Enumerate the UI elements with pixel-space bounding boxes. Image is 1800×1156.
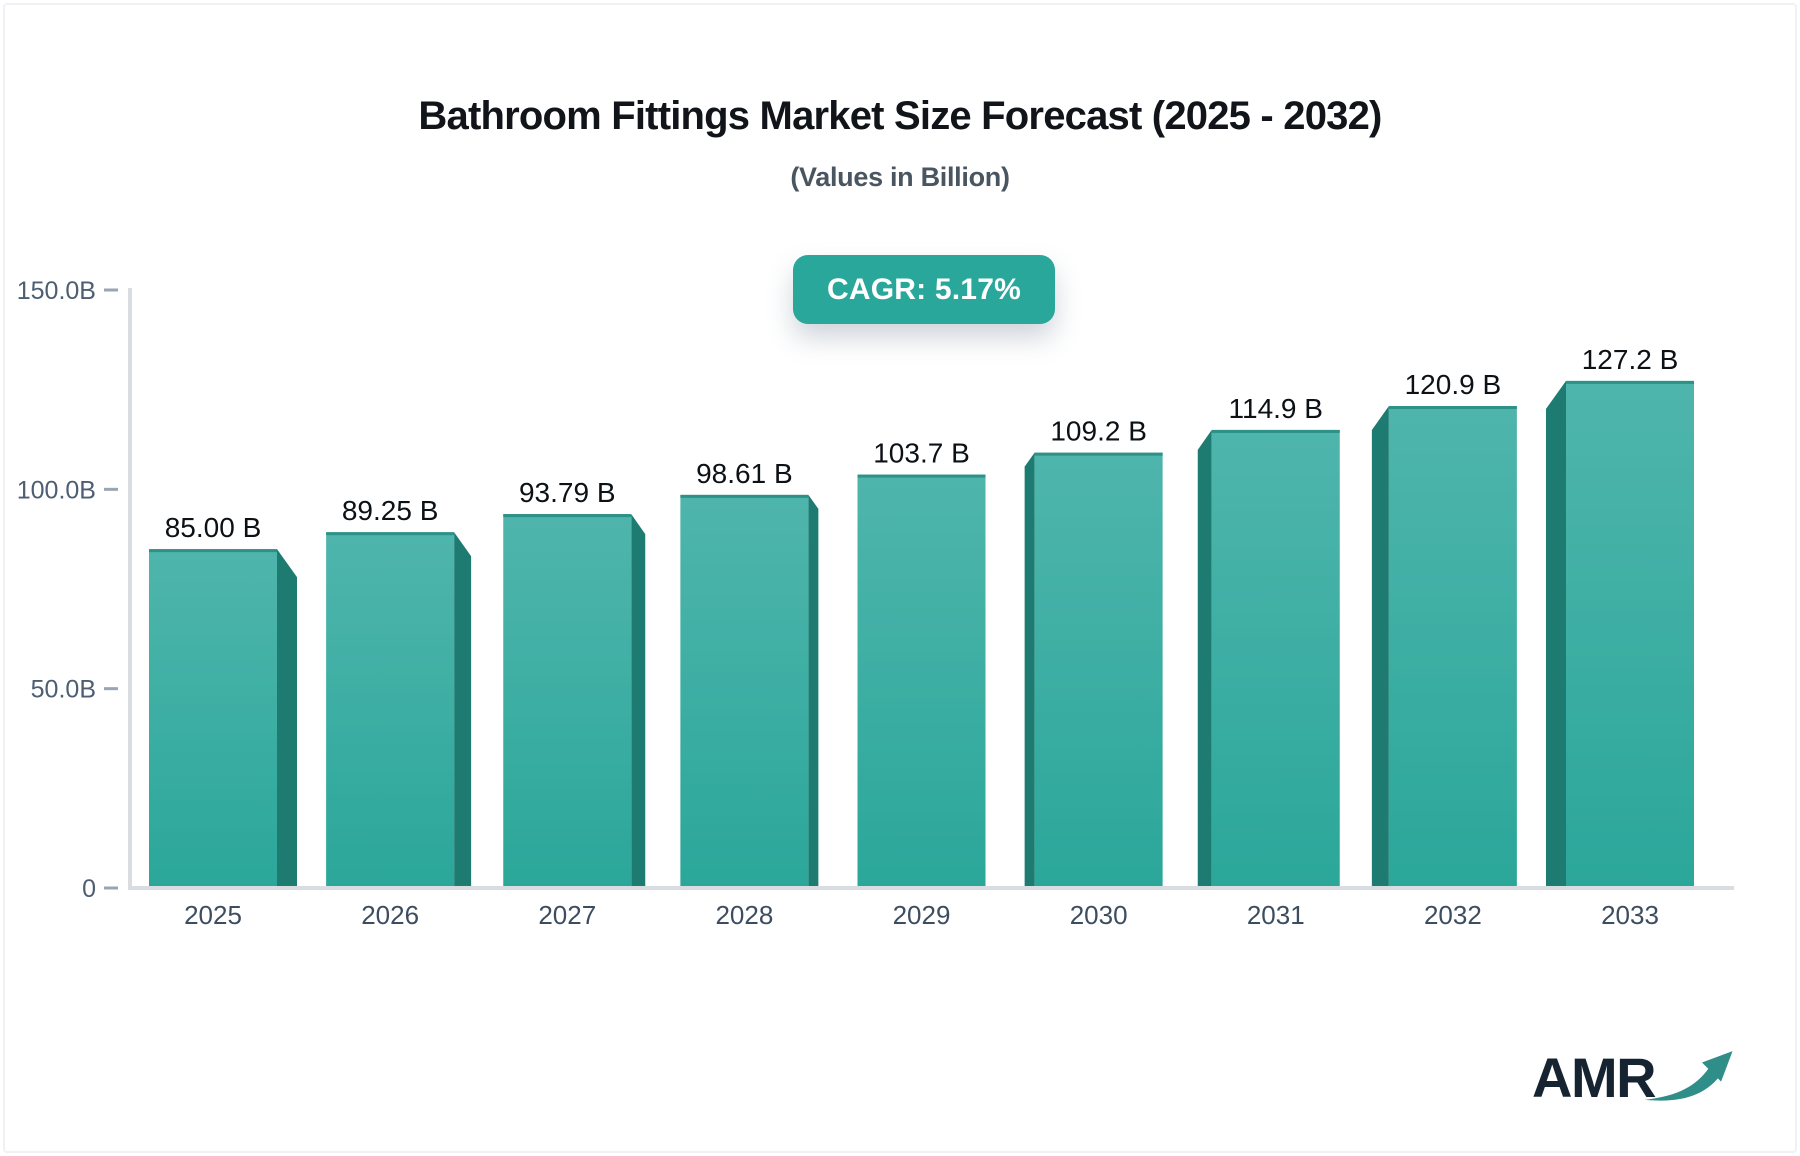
chart-subtitle: (Values in Billion)	[790, 162, 1010, 192]
bar-side-face	[277, 549, 297, 886]
bar-front-face	[503, 514, 632, 886]
bar-side-face	[1371, 406, 1389, 886]
cagr-badge: CAGR: 5.17%	[793, 255, 1055, 324]
bar-top-edge	[1566, 380, 1694, 384]
bar-top-edge	[1211, 429, 1340, 433]
bar-front-face	[1566, 380, 1694, 886]
x-category-label: 2032	[1424, 900, 1482, 930]
bar-side-face	[631, 514, 646, 886]
cagr-badge-label: CAGR: 5.17%	[827, 272, 1021, 306]
bar-top-edge	[1034, 452, 1163, 456]
brand-logo: AMR	[1532, 1040, 1744, 1109]
bar-2033: 127.2 B 2033	[1546, 344, 1694, 930]
x-category-label: 2028	[715, 900, 773, 930]
bar-side-face	[808, 494, 819, 886]
bar-2032: 120.9 B 2032	[1371, 369, 1517, 930]
bar-value-label: 114.9 B	[1229, 393, 1323, 424]
bar-value-label: 85.00 B	[165, 512, 262, 543]
bar-value-label: 93.79 B	[519, 477, 616, 508]
x-category-label: 2033	[1601, 900, 1659, 930]
bar-value-label: 120.9 B	[1405, 369, 1502, 400]
bar-side-face	[1197, 429, 1212, 886]
bar-top-edge	[503, 514, 632, 518]
brand-logo-text: AMR	[1532, 1046, 1657, 1109]
bar-side-face	[454, 532, 472, 886]
bar-front-face	[1388, 406, 1517, 886]
bar-2031: 114.9 B 2031	[1197, 393, 1340, 930]
x-category-label: 2030	[1070, 900, 1128, 930]
bar-value-label: 98.61 B	[696, 458, 793, 489]
bar-top-edge	[326, 532, 455, 536]
y-tick-label: 100.0B	[17, 476, 96, 504]
bar-2030: 109.2 B 2030	[1024, 416, 1163, 930]
bar-front-face	[1211, 429, 1340, 886]
bar-2027: 93.79 B 2027	[503, 477, 646, 930]
bar-top-edge	[149, 549, 277, 553]
x-category-label: 2027	[538, 900, 596, 930]
x-category-label: 2031	[1247, 900, 1305, 930]
bar-front-face	[326, 532, 455, 886]
bar-2026: 89.25 B 2026	[326, 495, 472, 930]
bar-top-edge	[857, 474, 986, 478]
x-category-label: 2029	[893, 900, 951, 930]
y-tick-label: 150.0B	[17, 277, 96, 305]
bar-front-face	[1034, 452, 1163, 886]
y-tick-label: 50.0B	[31, 676, 96, 704]
bar-value-label: 103.7 B	[873, 438, 970, 469]
x-category-label: 2026	[361, 900, 419, 930]
bar-front-face	[857, 474, 986, 886]
chart-title: Bathroom Fittings Market Size Forecast (…	[418, 94, 1382, 138]
bar-top-edge	[1388, 406, 1517, 410]
bar-front-face	[680, 494, 809, 886]
bar-side-face	[1024, 452, 1035, 886]
bar-2029: 103.7 B 2029	[857, 438, 986, 930]
bar-top-edge	[680, 494, 809, 498]
bar-value-label: 89.25 B	[342, 495, 439, 526]
bar-2028: 98.61 B 2028	[680, 458, 819, 930]
y-tick-label: 0	[82, 875, 96, 903]
bar-2025: 85.00 B 2025	[149, 512, 297, 930]
bar-side-face	[1546, 380, 1566, 886]
bar-value-label: 109.2 B	[1050, 416, 1147, 447]
x-category-label: 2025	[184, 900, 242, 930]
bar-front-face	[149, 549, 277, 886]
logo-arrow-icon	[1644, 1051, 1733, 1101]
bar-value-label: 127.2 B	[1582, 344, 1679, 375]
